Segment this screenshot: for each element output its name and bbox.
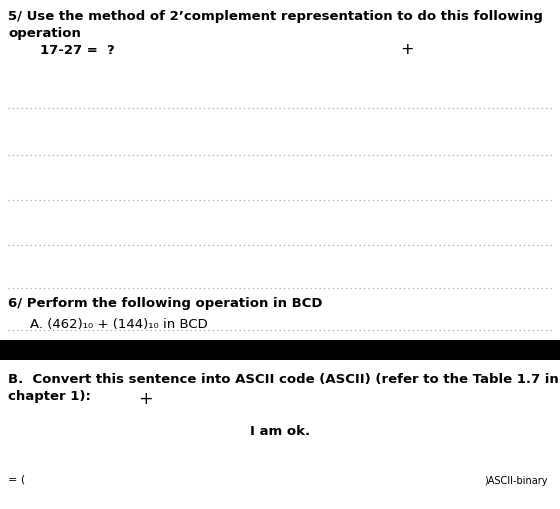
Text: )ASCII-binary: )ASCII-binary: [484, 476, 548, 486]
Text: 6/ Perform the following operation in BCD: 6/ Perform the following operation in BC…: [8, 297, 323, 310]
Text: operation: operation: [8, 27, 81, 40]
Text: A. (462)₁₀ + (144)₁₀ in BCD: A. (462)₁₀ + (144)₁₀ in BCD: [30, 318, 208, 331]
Text: = (: = (: [8, 475, 25, 485]
Text: +: +: [400, 42, 413, 57]
Text: B.  Convert this sentence into ASCII code (ASCII) (refer to the Table 1.7 in: B. Convert this sentence into ASCII code…: [8, 373, 559, 386]
Text: 5/ Use the method of 2’complement representation to do this following: 5/ Use the method of 2’complement repres…: [8, 10, 543, 23]
Text: chapter 1):: chapter 1):: [8, 390, 91, 403]
Text: +: +: [138, 390, 153, 408]
Text: 17-27 =  ?: 17-27 = ?: [40, 44, 115, 57]
Bar: [0, 340, 560, 360]
Text: I am ok.: I am ok.: [250, 425, 310, 438]
